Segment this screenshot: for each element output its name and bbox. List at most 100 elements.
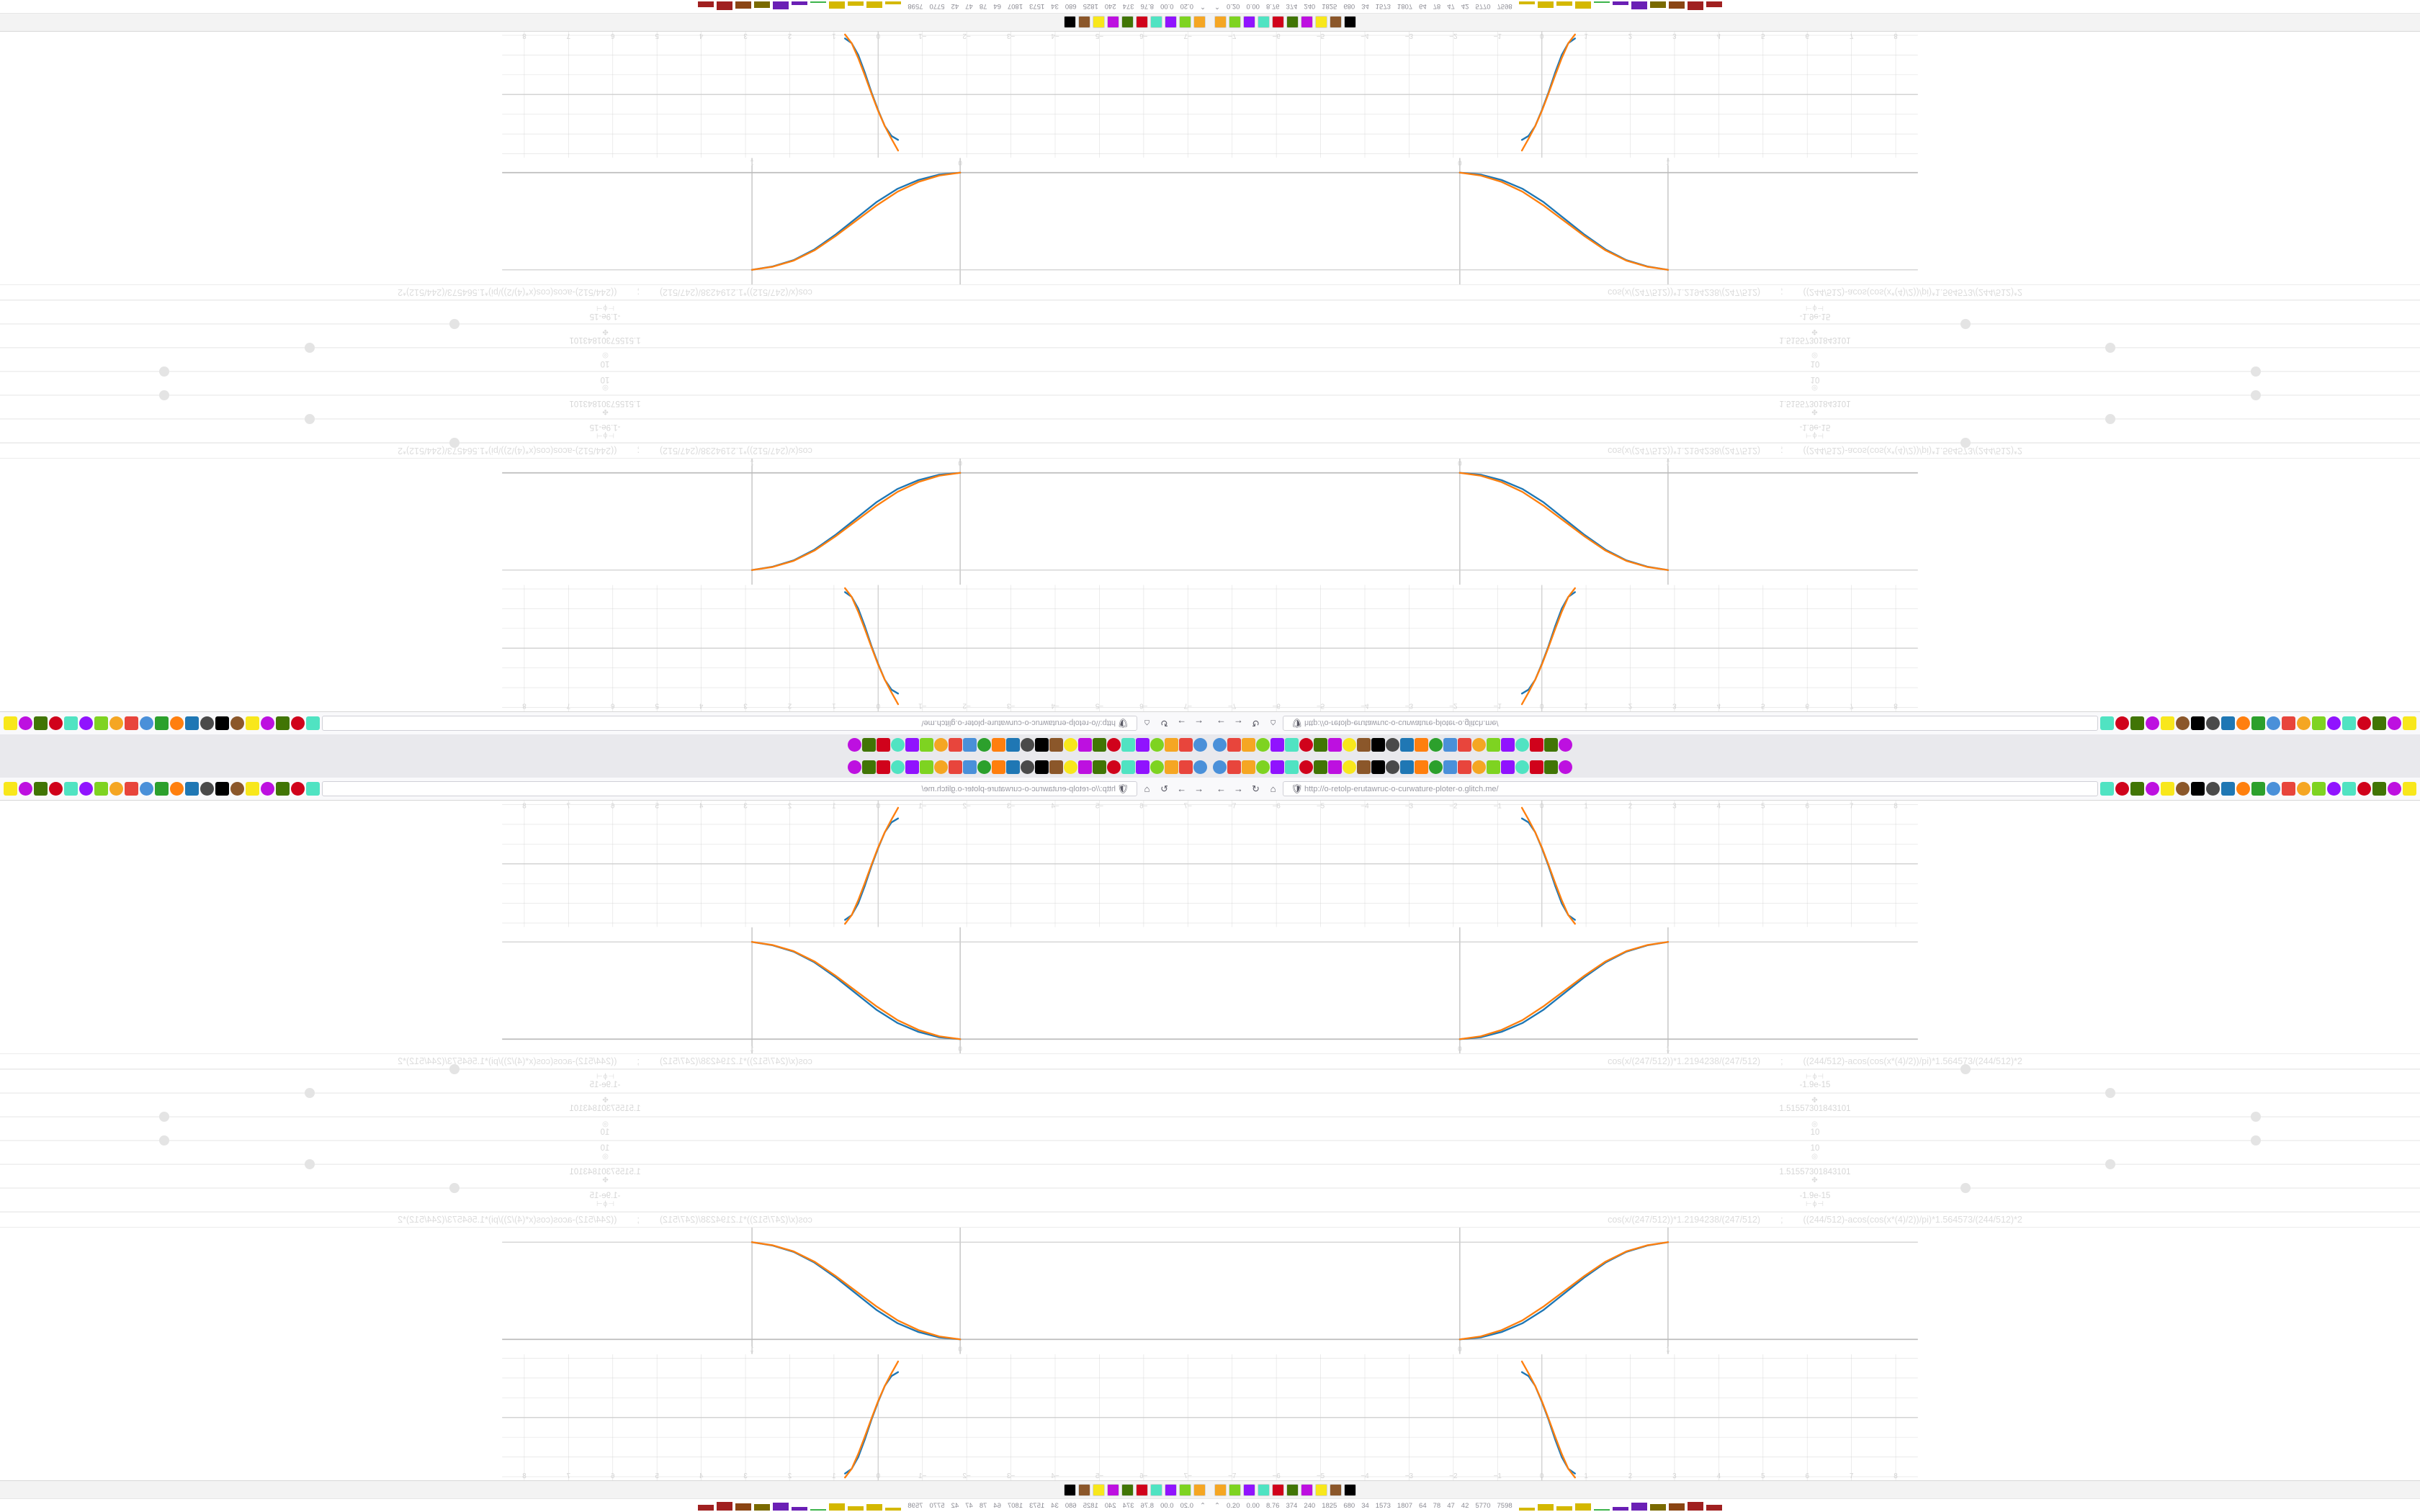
formula-left[interactable]: cos(x/(247/512))*1.2194238/(247/512): [659, 1215, 812, 1225]
tab-strip[interactable]: [0, 756, 1210, 778]
marker-icon[interactable]: [230, 716, 244, 730]
book-icon[interactable]: [1107, 16, 1119, 29]
download-icon[interactable]: [2161, 716, 2174, 730]
back-arrow-icon[interactable]: ←: [1216, 783, 1226, 794]
book-icon[interactable]: [1078, 1483, 1090, 1496]
hourglass-icon[interactable]: [848, 738, 861, 752]
book-icon[interactable]: [1078, 16, 1090, 29]
g-icon[interactable]: [1386, 738, 1399, 752]
photo-icon[interactable]: [1501, 738, 1515, 752]
wave-icon[interactable]: [1093, 738, 1106, 752]
mute-icon[interactable]: [1270, 760, 1284, 774]
mute-icon[interactable]: [1256, 760, 1270, 774]
mute-icon[interactable]: [1242, 738, 1255, 752]
mute-icon[interactable]: [1344, 16, 1356, 29]
w-icon[interactable]: [1107, 738, 1121, 752]
gear-icon[interactable]: [185, 782, 199, 796]
navigation-toolbar[interactable]: ← → ↻ ⌂ 🛡 http://o-retolp-erutawruc-o-cu…: [1210, 778, 2420, 800]
resolution-slider[interactable]: 10 ◎: [0, 1141, 1210, 1164]
globe-color-icon[interactable]: [109, 716, 123, 730]
tab-strip[interactable]: [0, 734, 1210, 756]
sync-icon[interactable]: [155, 716, 169, 730]
formula-right[interactable]: ((244/512)-acos(cos(x*(4)/2))/pi)*1.5645…: [398, 287, 617, 297]
owl-icon[interactable]: [1121, 1483, 1134, 1496]
trash-icon[interactable]: [1064, 760, 1077, 774]
book-icon[interactable]: [1315, 16, 1327, 29]
home-icon[interactable]: ⌂: [1270, 718, 1276, 729]
extensions-toolbar[interactable]: [4, 716, 320, 730]
pill-icon[interactable]: [200, 782, 214, 796]
address-bar[interactable]: 🛡 http://o-retolp-erutawruc-o-curwature-…: [322, 716, 1137, 731]
back-arrow-icon[interactable]: ←: [1216, 718, 1226, 729]
drop-icon[interactable]: [1429, 760, 1443, 774]
pill-icon[interactable]: [2206, 716, 2220, 730]
formula-left[interactable]: cos(x/(247/512))*1.2194238/(247/512): [1608, 446, 1761, 456]
slider-track[interactable]: [1210, 366, 2420, 377]
settings-icon[interactable]: [2403, 716, 2416, 730]
adblock-icon[interactable]: [140, 716, 153, 730]
translate-icon[interactable]: [306, 782, 320, 796]
book-icon[interactable]: [1330, 16, 1342, 29]
ublock-icon[interactable]: [79, 716, 93, 730]
book-icon[interactable]: [1093, 16, 1105, 29]
g-icon[interactable]: [949, 738, 962, 752]
calc-icon[interactable]: [1229, 1483, 1241, 1496]
sync-icon[interactable]: [155, 782, 169, 796]
translate-icon[interactable]: [2100, 716, 2114, 730]
tab-strip[interactable]: [1210, 734, 2420, 756]
resolution-slider[interactable]: 10 ◎: [0, 348, 1210, 371]
g-icon[interactable]: [1371, 760, 1385, 774]
translate-alt-icon[interactable]: [2191, 716, 2205, 730]
water-icon[interactable]: [1328, 738, 1342, 752]
slider-track[interactable]: [1210, 1088, 2420, 1098]
w-icon[interactable]: [1299, 760, 1313, 774]
sync-icon[interactable]: [2251, 782, 2265, 796]
owl-icon[interactable]: [1286, 1483, 1299, 1496]
mute-icon[interactable]: [1213, 760, 1227, 774]
wrench-icon[interactable]: [19, 716, 32, 730]
doc-icon[interactable]: [1357, 738, 1371, 752]
water-icon[interactable]: [1078, 760, 1092, 774]
calc-icon[interactable]: [1193, 1483, 1206, 1496]
book-icon[interactable]: [94, 716, 108, 730]
ya-icon[interactable]: [934, 760, 948, 774]
slider-track[interactable]: [1210, 1135, 2420, 1146]
formula-row-lower[interactable]: cos(x/(247/512))*1.2194238/(247/512) ; (…: [0, 1212, 1210, 1228]
book-icon[interactable]: [94, 782, 108, 796]
formula-row-lower[interactable]: cos(x/(247/512))*1.2194238/(247/512) ; (…: [1210, 284, 2420, 300]
bookmarks-bar[interactable]: [0, 1481, 1210, 1498]
shield-alt-icon[interactable]: [2342, 782, 2356, 796]
ya-icon[interactable]: [1472, 738, 1486, 752]
cc-icon[interactable]: [1530, 738, 1543, 752]
formula-left[interactable]: cos(x/(247/512))*1.2194238/(247/512): [1608, 1056, 1761, 1066]
phase-slider[interactable]: 1.51557301843101 ✤: [0, 1165, 1210, 1188]
forward-arrow-icon[interactable]: →: [1234, 718, 1243, 729]
formula-left[interactable]: cos(x/(247/512))*1.2194238/(247/512): [1608, 287, 1761, 297]
water-icon[interactable]: [1285, 738, 1299, 752]
amplitude-slider[interactable]: ✤ 1.51557301843101: [1210, 395, 2420, 418]
translate-alt-icon[interactable]: [2191, 782, 2205, 796]
mute-icon[interactable]: [1256, 738, 1270, 752]
resolution-slider[interactable]: 10 ◎: [1210, 348, 2420, 371]
formula-row-lower[interactable]: cos(x/(247/512))*1.2194238/(247/512) ; (…: [1210, 1212, 2420, 1228]
flower-icon[interactable]: [1006, 738, 1020, 752]
grid-icon[interactable]: [1487, 760, 1500, 774]
mute-icon[interactable]: [1344, 1483, 1356, 1496]
navigation-toolbar[interactable]: ← → ↻ ⌂ 🛡 http://o-retolp-erutawruc-o-cu…: [1210, 712, 2420, 734]
offset-slider[interactable]: ⊢ϕ⊣ -1.9e-15: [0, 1070, 1210, 1093]
shield-alt-icon[interactable]: [64, 716, 78, 730]
marker-icon[interactable]: [2176, 782, 2190, 796]
drop-icon[interactable]: [1429, 738, 1443, 752]
cc-icon[interactable]: [1179, 760, 1193, 774]
gear-icon[interactable]: [2221, 782, 2235, 796]
control-panel[interactable]: ⊢ϕ⊣ -1.9e-15 ✤ 1.51557301843101 ◎ 10 10 ◎ 1.5155…: [1210, 300, 2420, 448]
slider-track[interactable]: [0, 319, 1210, 329]
flower-icon[interactable]: [1400, 760, 1414, 774]
calc-icon[interactable]: [1258, 1483, 1270, 1496]
ublock-icon[interactable]: [2327, 716, 2341, 730]
photo-icon[interactable]: [1544, 738, 1558, 752]
navigation-toolbar[interactable]: ← → ↻ ⌂ 🛡 http://o-retolp-erutawruc-o-cu…: [0, 778, 1210, 800]
slider-track[interactable]: [1210, 1159, 2420, 1169]
arrow-icon[interactable]: [276, 716, 290, 730]
frequency-slider[interactable]: ◎ 10: [0, 372, 1210, 395]
